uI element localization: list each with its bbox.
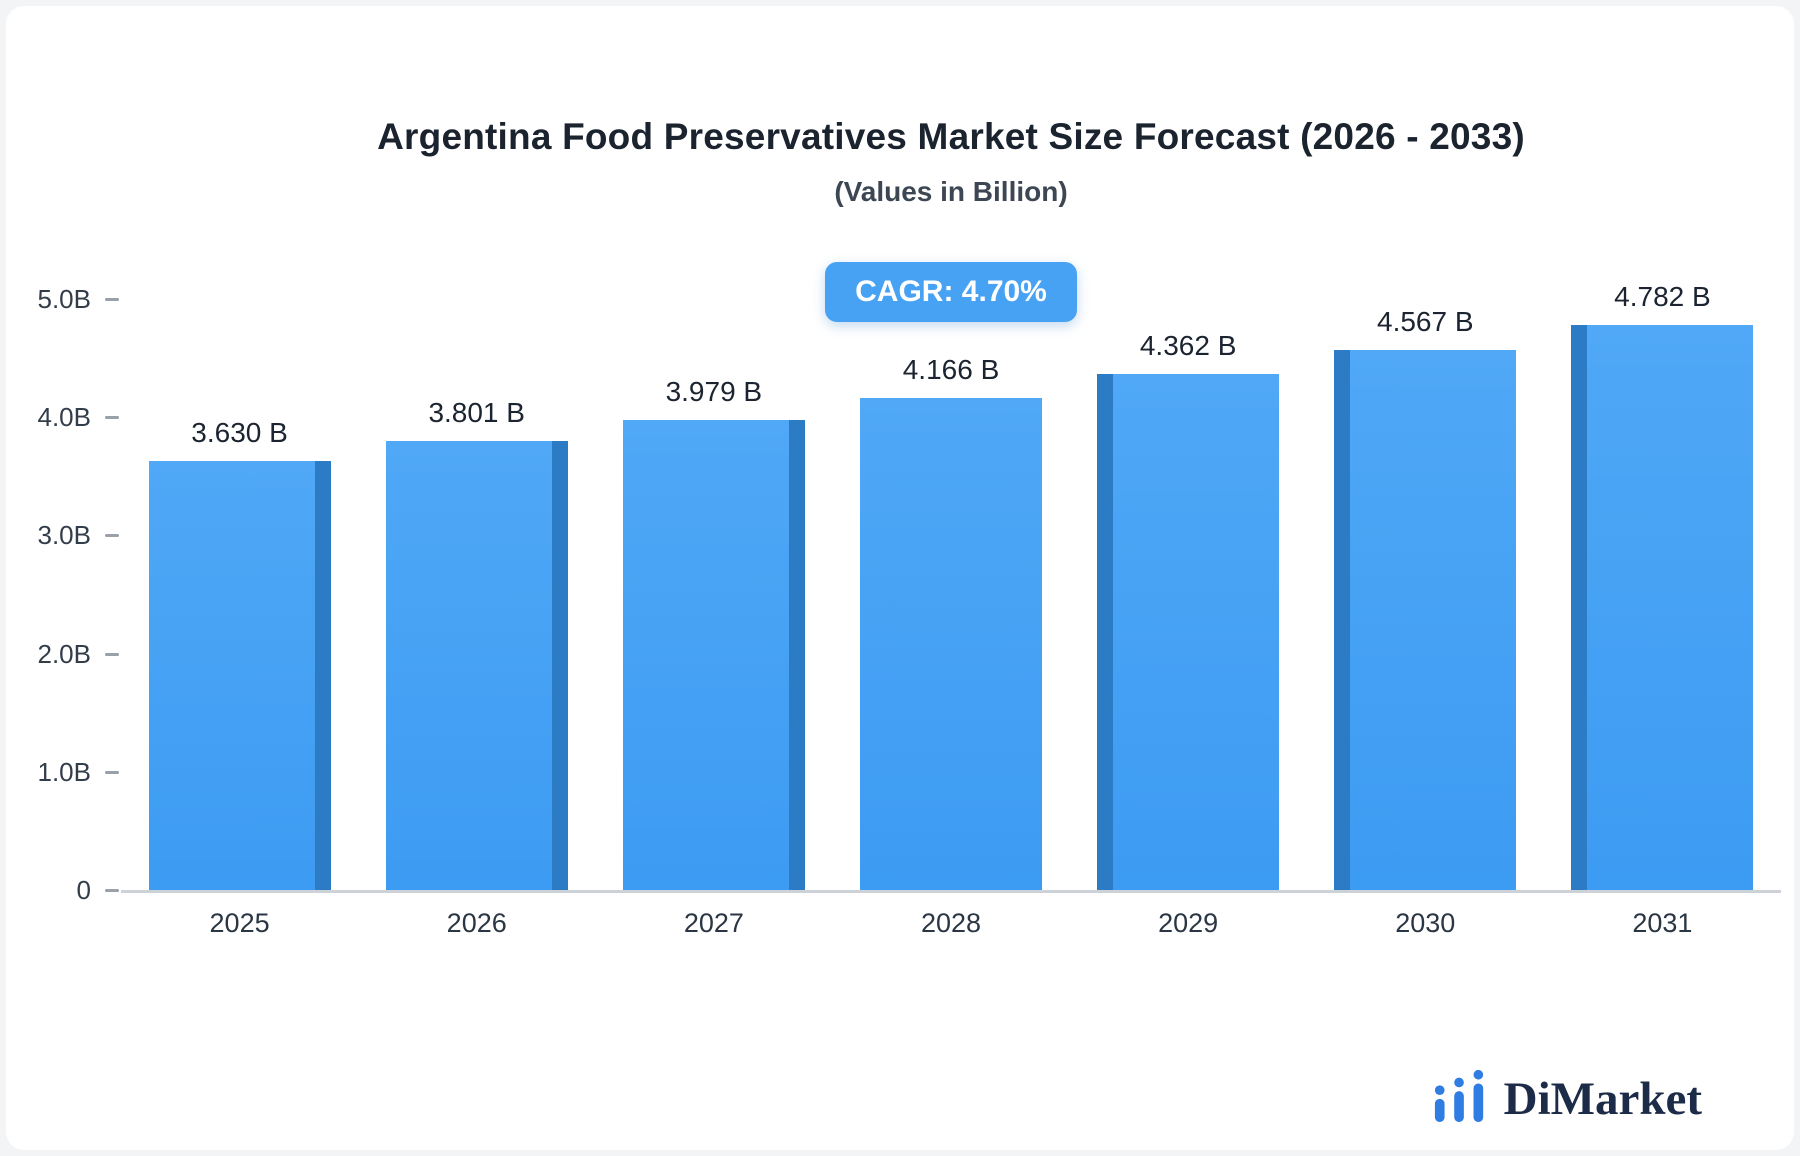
x-axis-label: 2030 (1395, 908, 1456, 938)
bar-2026: 3.801 B (385, 397, 568, 890)
bar-value-label: 3.979 B (665, 375, 763, 407)
y-tick-mark (105, 652, 119, 656)
x-axis-label: 2026 (446, 908, 507, 938)
chart-card: Argentina Food Preservatives Market Size… (6, 6, 1794, 1150)
x-axis: 2025 2026 2027 2028 2029 2030 2031 (121, 908, 1781, 939)
bar-fill (622, 419, 805, 890)
y-tick-label: 5.0B (37, 284, 92, 314)
bar-value-label: 3.801 B (428, 396, 525, 428)
bar-side-shade (1097, 374, 1114, 890)
x-axis-label: 2027 (683, 908, 744, 938)
y-tick-label: 2.0B (37, 638, 92, 669)
x-axis-label: 2025 (209, 908, 270, 938)
y-axis: 5.0B 4.0B 3.0B 2.0B 1.0B 0 (6, 284, 121, 905)
bar-2031: 4.782 B (1571, 281, 1754, 890)
bar-2027: 3.979 B (622, 376, 805, 890)
bar-slot: 4.362 B (1070, 299, 1307, 890)
y-tick-label: 0 (76, 875, 91, 905)
bar-slot: 3.979 B (595, 299, 832, 890)
bar-2030: 4.567 B (1334, 306, 1517, 890)
bar-2028: 4.166 B (859, 354, 1042, 890)
bar-side-shade (1571, 324, 1588, 890)
y-tick-mark (105, 298, 119, 301)
brand-name: DiMarket (1503, 1072, 1702, 1125)
bar-value-label: 4.782 B (1614, 280, 1711, 312)
y-tick-mark (105, 534, 119, 538)
page-subtitle: (Values in Billion) (834, 176, 1068, 207)
cagr-badge-row: CAGR: 4.70% (121, 262, 1781, 322)
bar-chart-logo-icon (1434, 1069, 1483, 1123)
bar-side-shade (1334, 350, 1351, 890)
x-axis-label: 2031 (1632, 908, 1693, 938)
page-title: Argentina Food Preservatives Market Size… (377, 116, 1525, 157)
bar-fill (148, 460, 331, 890)
bar-fill (1097, 374, 1280, 890)
bar-2029: 4.362 B (1097, 330, 1280, 890)
x-axis-label: 2028 (920, 908, 982, 938)
bar-fill (1571, 324, 1754, 890)
brand-logo: DiMarket (1430, 1068, 1702, 1124)
bar-fill (1334, 350, 1517, 890)
plot-area: 3.630 B 3.801 B 3.979 B 4.166 B 4.362 B 4.567… (121, 281, 1781, 893)
bar-slot: 3.630 B (121, 299, 358, 890)
bar-slot: 3.801 B (358, 299, 595, 890)
bar-side-shade (551, 440, 568, 890)
y-tick-mark (105, 416, 119, 420)
bar-fill (385, 440, 568, 890)
y-tick-label: 4.0B (37, 402, 92, 433)
bar-value-label: 4.567 B (1377, 306, 1474, 338)
bar-slot: 4.166 B (832, 299, 1069, 890)
bar-value-label: 4.166 B (902, 353, 1000, 385)
y-tick-label: 1.0B (37, 756, 92, 787)
y-tick-mark (105, 889, 119, 892)
cagr-badge: CAGR: 4.70% (825, 262, 1077, 322)
bar-fill (859, 397, 1042, 890)
x-axis-label: 2029 (1158, 908, 1219, 938)
y-tick-mark (105, 770, 119, 774)
bar-slot: 4.782 B (1544, 281, 1781, 890)
bar-2025: 3.630 B (148, 417, 331, 890)
bars: 3.630 B 3.801 B 3.979 B 4.166 B 4.362 B 4.567… (121, 281, 1781, 890)
y-tick-label: 3.0B (37, 520, 92, 551)
bar-slot: 4.567 B (1307, 299, 1544, 890)
bar-side-shade (788, 419, 805, 890)
bar-side-shade (314, 460, 331, 890)
bar-value-label: 4.362 B (1139, 330, 1237, 362)
bar-value-label: 3.630 B (191, 416, 288, 448)
